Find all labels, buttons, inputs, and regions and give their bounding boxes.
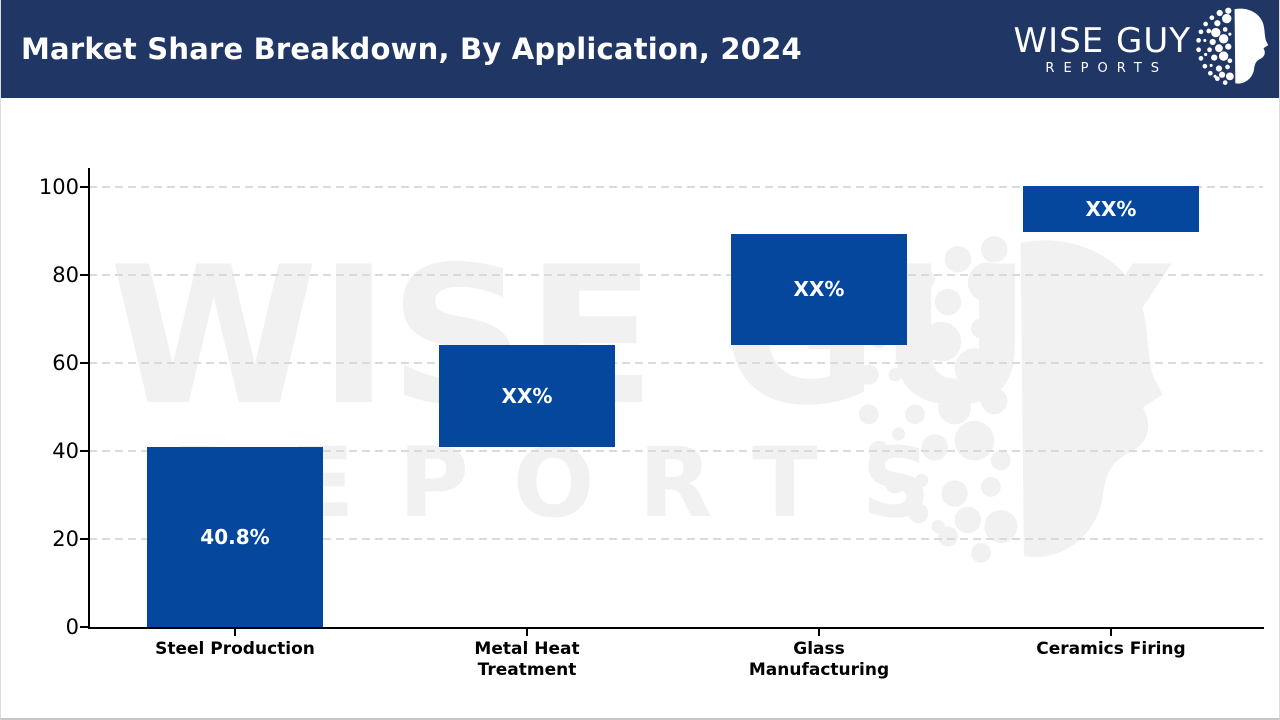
gridline-20 [89,538,1263,540]
bar-segment [731,233,907,345]
gridline-60 [89,362,1263,364]
gridline-100 [89,186,1263,188]
bar-segment [1023,186,1199,232]
y-tick-label-80: 80 [52,263,79,287]
bar-value-label: XX% [793,277,845,302]
x-category-label: Metal Heat Treatment [474,639,580,680]
y-tick-label-20: 20 [52,527,79,551]
y-tick-mark-100 [80,186,89,188]
y-tick-mark-20 [80,538,89,540]
gridline-40 [89,450,1263,452]
logo-subtitle: REPORTS [1045,60,1169,76]
y-tick-label-40: 40 [52,439,79,463]
header-band: Market Share Breakdown, By Application, … [1,0,1279,98]
logo-text: WISE GUY REPORTS [1013,23,1191,76]
y-tick-mark-60 [80,362,89,364]
x-category-label: Steel Production [155,639,315,659]
y-tick-mark-40 [80,450,89,452]
y-axis-line [88,168,90,629]
x-tick-mark [818,627,820,636]
y-tick-label-0: 0 [65,615,79,639]
y-tick-label-100: 100 [38,175,79,199]
y-tick-mark-80 [80,274,89,276]
x-tick-mark [1110,627,1112,636]
x-axis-line [88,627,1264,629]
gridline-80 [89,274,1263,276]
x-tick-mark [234,627,236,636]
y-tick-mark-0 [80,626,89,628]
page-title: Market Share Breakdown, By Application, … [21,32,802,66]
bar-value-label: XX% [1085,197,1137,221]
x-category-label: Ceramics Firing [1036,639,1186,659]
x-tick-mark [526,627,528,636]
bar-segment [439,344,615,448]
wise-guy-logo: WISE GUY REPORTS [1013,4,1273,94]
x-category-label: Glass Manufacturing [748,639,890,680]
bar-value-label: XX% [501,384,553,408]
logo-name: WISE GUY [1013,20,1191,61]
bar-value-label: 40.8% [200,525,270,550]
y-tick-label-60: 60 [52,351,79,375]
dotted-face-logo-icon [1193,6,1273,92]
bar-segment [147,447,323,627]
